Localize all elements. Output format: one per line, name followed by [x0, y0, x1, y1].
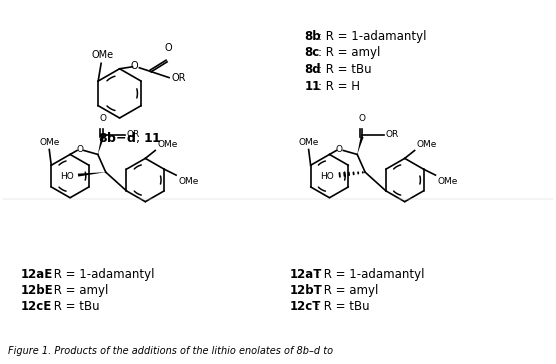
Text: 8c: 8c — [305, 47, 320, 59]
Text: : R = 1-adamantyl: : R = 1-adamantyl — [46, 268, 155, 281]
Text: OR: OR — [127, 130, 140, 139]
Text: 12cT: 12cT — [290, 300, 321, 313]
Text: O: O — [77, 145, 83, 154]
Text: 12aT: 12aT — [290, 268, 322, 281]
Text: O: O — [100, 114, 106, 123]
Text: 12cE: 12cE — [21, 300, 52, 313]
Text: : R = ⁠tBu: : R = ⁠tBu — [317, 63, 371, 76]
Text: OR: OR — [171, 72, 186, 83]
Polygon shape — [98, 136, 104, 154]
Polygon shape — [357, 136, 364, 154]
Text: 8b: 8b — [305, 30, 321, 43]
Text: : R = amyl: : R = amyl — [316, 284, 378, 297]
Text: OMe: OMe — [91, 50, 113, 60]
Text: 12bE: 12bE — [21, 284, 53, 297]
Text: : R = 1-adamantyl: : R = 1-adamantyl — [317, 30, 426, 43]
Text: O: O — [359, 114, 366, 123]
Text: : R = H: : R = H — [317, 80, 360, 93]
Text: 11: 11 — [305, 80, 321, 93]
Text: : R = ⁠tBu: : R = ⁠tBu — [46, 300, 100, 313]
Text: : R = amyl: : R = amyl — [46, 284, 109, 297]
Text: Figure 1. Products of the additions of the lithio enolates of 8b–d to: Figure 1. Products of the additions of t… — [8, 346, 333, 356]
Text: O: O — [131, 61, 138, 71]
Text: OMe: OMe — [416, 139, 437, 149]
Text: OMe: OMe — [438, 177, 458, 186]
Text: 12aE: 12aE — [21, 268, 53, 281]
Text: OR: OR — [386, 130, 399, 139]
Text: $\mathbf{8b{-}d}$, $\mathbf{11}$: $\mathbf{8b{-}d}$, $\mathbf{11}$ — [98, 130, 161, 145]
Text: O: O — [336, 145, 343, 154]
Polygon shape — [78, 172, 106, 177]
Text: OMe: OMe — [178, 177, 198, 186]
Text: HO: HO — [60, 171, 74, 181]
Text: 12bT: 12bT — [290, 284, 322, 297]
Text: HO: HO — [320, 171, 334, 181]
Text: OMe: OMe — [39, 138, 59, 147]
Text: OMe: OMe — [299, 138, 319, 147]
Text: : R = 1-adamantyl: : R = 1-adamantyl — [316, 268, 424, 281]
Text: : R = ⁠tBu: : R = ⁠tBu — [316, 300, 369, 313]
Text: O: O — [164, 43, 172, 53]
Text: OMe: OMe — [157, 139, 177, 149]
Text: 8d: 8d — [305, 63, 321, 76]
Text: : R = amyl: : R = amyl — [317, 47, 380, 59]
